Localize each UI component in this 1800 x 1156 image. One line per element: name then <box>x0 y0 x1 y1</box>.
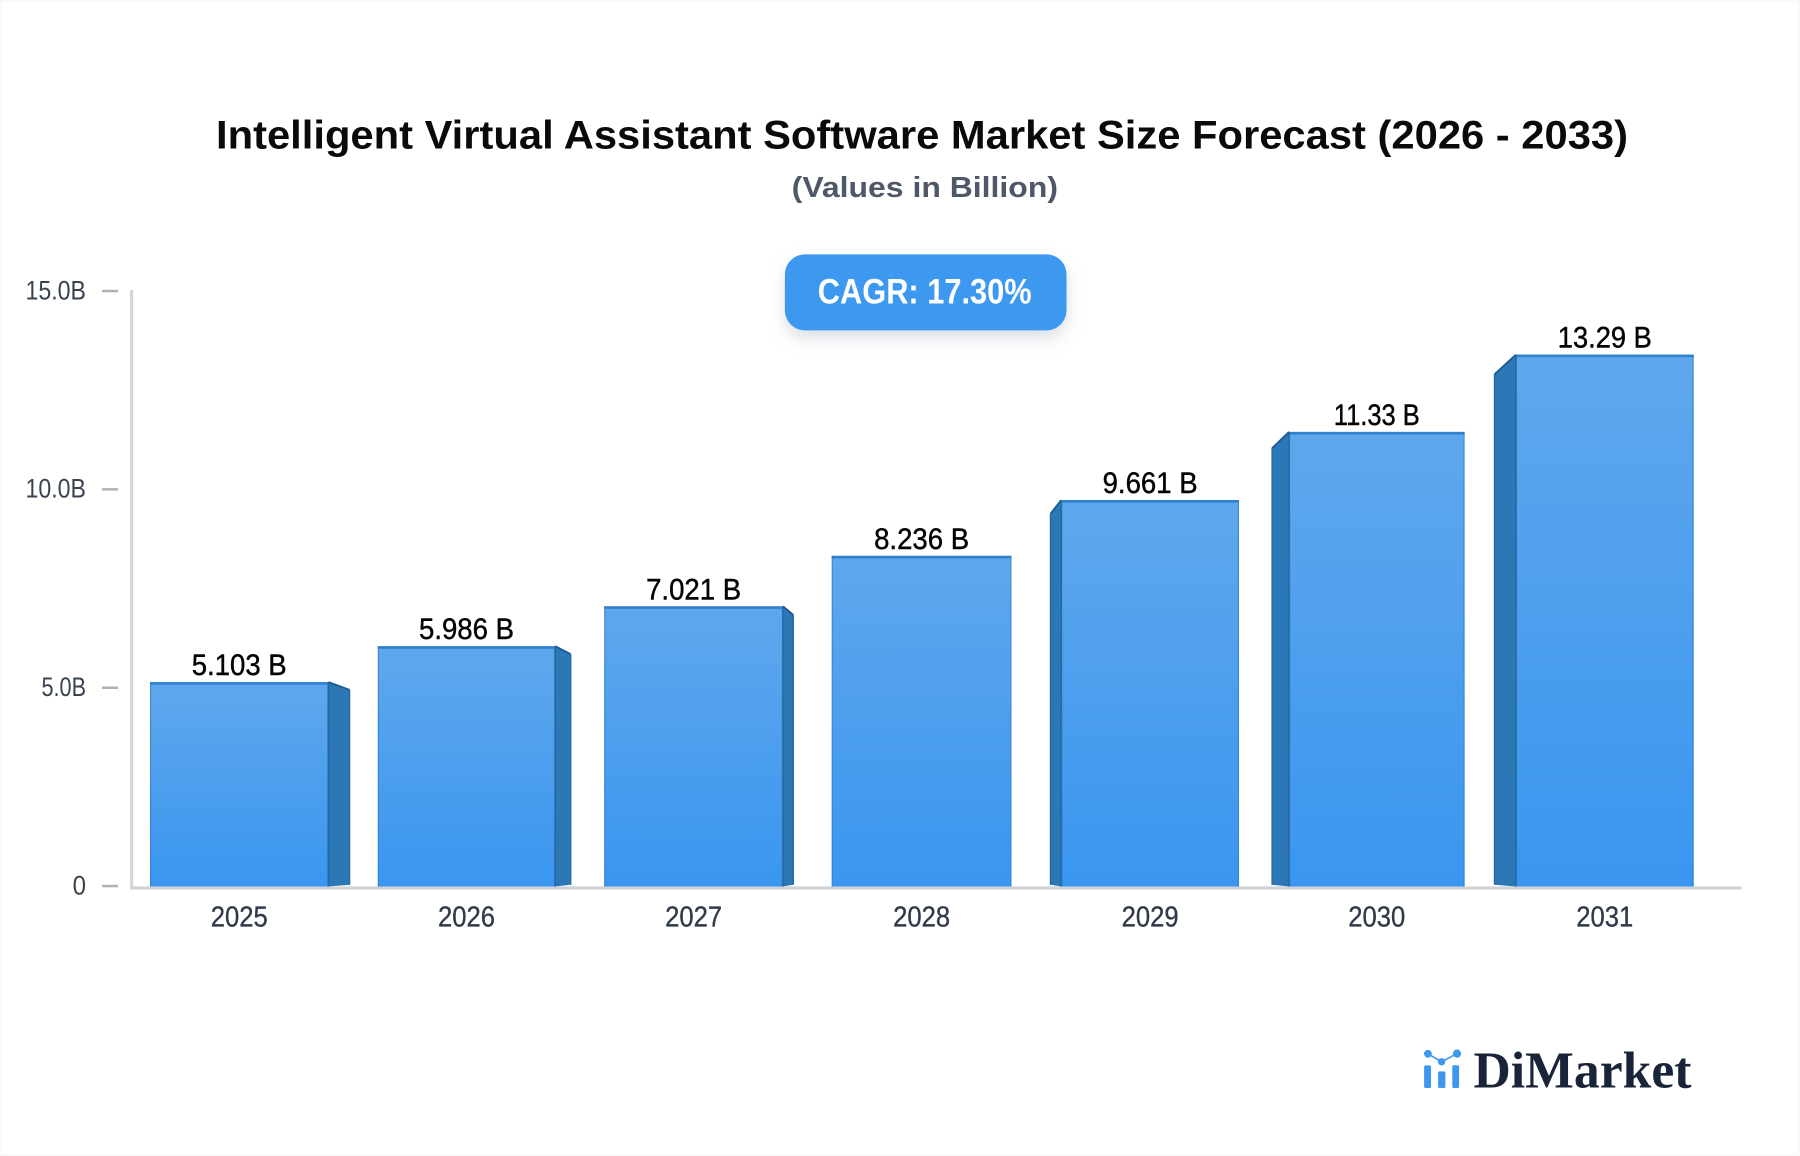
svg-text:9.661 B: 9.661 B <box>1103 467 1198 500</box>
svg-text:2027: 2027 <box>665 902 722 934</box>
svg-text:15.0B: 15.0B <box>26 275 87 305</box>
svg-text:0: 0 <box>73 870 86 900</box>
svg-text:2030: 2030 <box>1348 902 1405 934</box>
svg-text:2031: 2031 <box>1576 902 1633 934</box>
svg-text:2026: 2026 <box>438 902 495 934</box>
svg-text:2028: 2028 <box>893 902 950 934</box>
svg-text:CAGR: 17.30%: CAGR: 17.30% <box>818 273 1032 312</box>
svg-text:11.33 B: 11.33 B <box>1334 399 1420 432</box>
svg-text:7.021 B: 7.021 B <box>646 573 741 606</box>
svg-text:Intelligent Virtual Assistant: Intelligent Virtual Assistant Software M… <box>216 114 1628 158</box>
svg-text:2029: 2029 <box>1122 902 1179 934</box>
svg-text:5.0B: 5.0B <box>42 672 87 702</box>
svg-text:DiMarket: DiMarket <box>1474 1043 1693 1100</box>
svg-text:5.103 B: 5.103 B <box>192 649 287 682</box>
svg-text:10.0B: 10.0B <box>26 474 87 504</box>
svg-text:5.986 B: 5.986 B <box>419 613 514 646</box>
svg-text:13.29 B: 13.29 B <box>1558 322 1652 355</box>
svg-text:2025: 2025 <box>211 902 268 934</box>
svg-text:(Values in Billion): (Values in Billion) <box>792 172 1058 204</box>
svg-text:8.236 B: 8.236 B <box>874 523 969 556</box>
